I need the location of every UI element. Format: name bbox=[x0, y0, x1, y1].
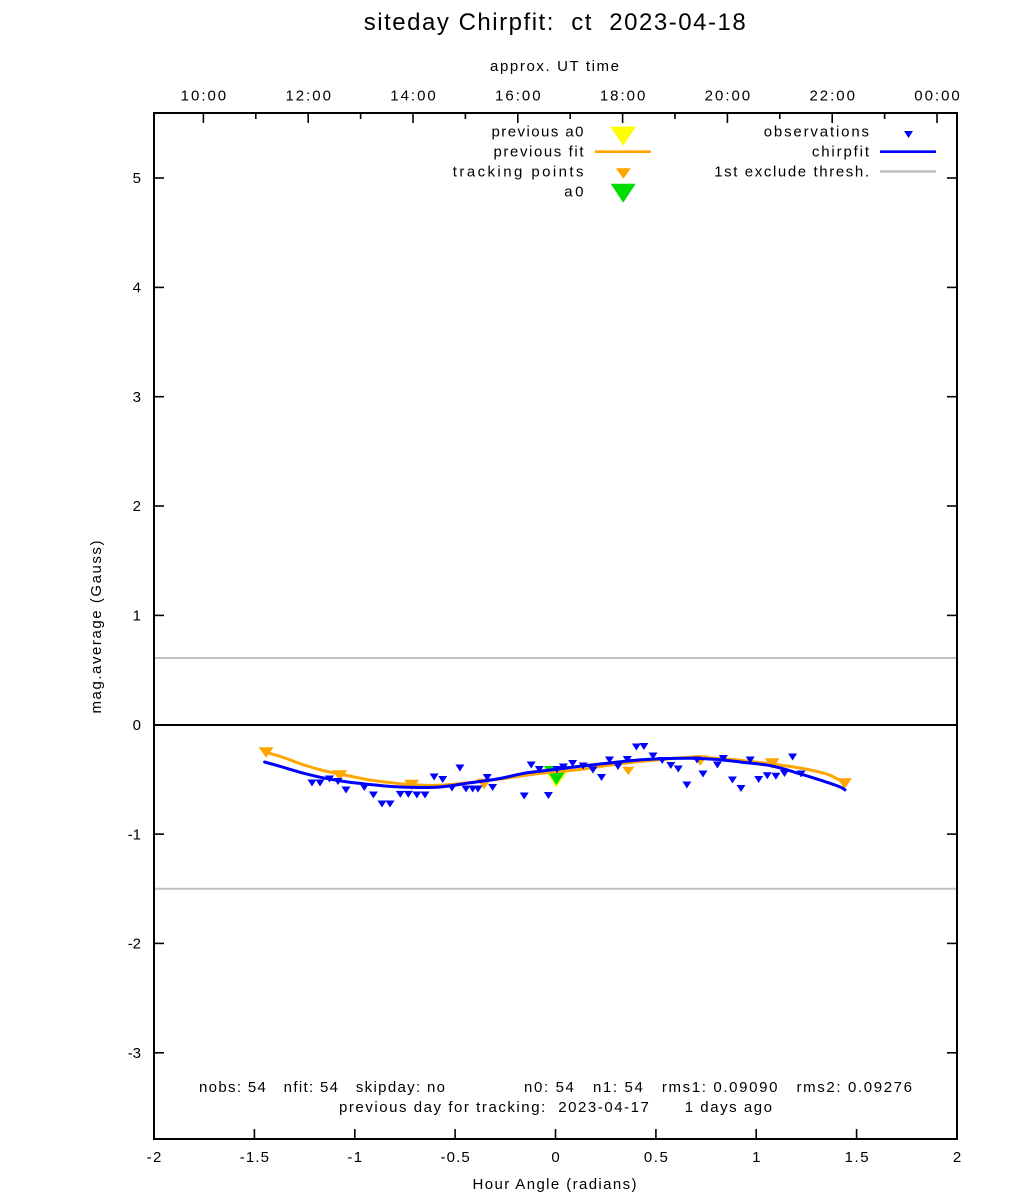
svg-text:previous day for tracking: 20: previous day for tracking: 2023-04-17 1 … bbox=[339, 1099, 772, 1116]
svg-text:-1: -1 bbox=[128, 826, 141, 843]
svg-text:mag.average (Gauss): mag.average (Gauss) bbox=[88, 541, 105, 714]
svg-text:-2: -2 bbox=[128, 936, 141, 953]
svg-text:previous a0: previous a0 bbox=[492, 123, 584, 140]
svg-text:14:00: 14:00 bbox=[390, 88, 436, 105]
svg-text:0: 0 bbox=[133, 717, 141, 734]
svg-text:1.5: 1.5 bbox=[845, 1149, 869, 1166]
svg-text:18:00: 18:00 bbox=[600, 88, 646, 105]
svg-text:1: 1 bbox=[752, 1149, 760, 1166]
svg-text:tracking points: tracking points bbox=[453, 164, 584, 181]
svg-text:-2: -2 bbox=[147, 1149, 162, 1166]
svg-text:16:00: 16:00 bbox=[495, 88, 541, 105]
svg-text:00:00: 00:00 bbox=[914, 88, 960, 105]
svg-text:observations: observations bbox=[764, 123, 869, 140]
svg-text:3: 3 bbox=[133, 389, 141, 406]
svg-text:approx. UT time: approx. UT time bbox=[490, 58, 619, 75]
svg-text:previous fit: previous fit bbox=[494, 144, 585, 161]
svg-text:1st exclude thresh.: 1st exclude thresh. bbox=[714, 164, 869, 181]
svg-text:0.5: 0.5 bbox=[644, 1149, 668, 1166]
svg-text:n0: 54 n1: 54 rms1: 0.0909: n0: 54 n1: 54 rms1: 0.09090 rms2: 0.0927… bbox=[524, 1079, 912, 1096]
svg-text:20:00: 20:00 bbox=[705, 88, 751, 105]
svg-text:siteday Chirpfit: ct 2023-04: siteday Chirpfit: ct 2023-04-18 bbox=[364, 9, 746, 36]
svg-text:-1.5: -1.5 bbox=[240, 1149, 269, 1166]
svg-text:5: 5 bbox=[133, 170, 141, 187]
svg-text:4: 4 bbox=[133, 280, 141, 297]
svg-text:Hour Angle (radians): Hour Angle (radians) bbox=[473, 1176, 637, 1193]
svg-text:chirpfit: chirpfit bbox=[812, 144, 870, 161]
svg-text:12:00: 12:00 bbox=[285, 88, 331, 105]
svg-text:22:00: 22:00 bbox=[809, 88, 855, 105]
svg-text:1: 1 bbox=[133, 608, 141, 625]
svg-text:-3: -3 bbox=[128, 1045, 141, 1062]
svg-text:nobs: 54 nfit: 54 skipday:: nobs: 54 nfit: 54 skipday: no bbox=[199, 1079, 445, 1096]
svg-text:2: 2 bbox=[133, 498, 141, 515]
svg-text:10:00: 10:00 bbox=[181, 88, 227, 105]
svg-text:-1: -1 bbox=[347, 1149, 362, 1166]
svg-text:2: 2 bbox=[953, 1149, 961, 1166]
svg-text:0: 0 bbox=[551, 1149, 559, 1166]
svg-text:-0.5: -0.5 bbox=[440, 1149, 469, 1166]
